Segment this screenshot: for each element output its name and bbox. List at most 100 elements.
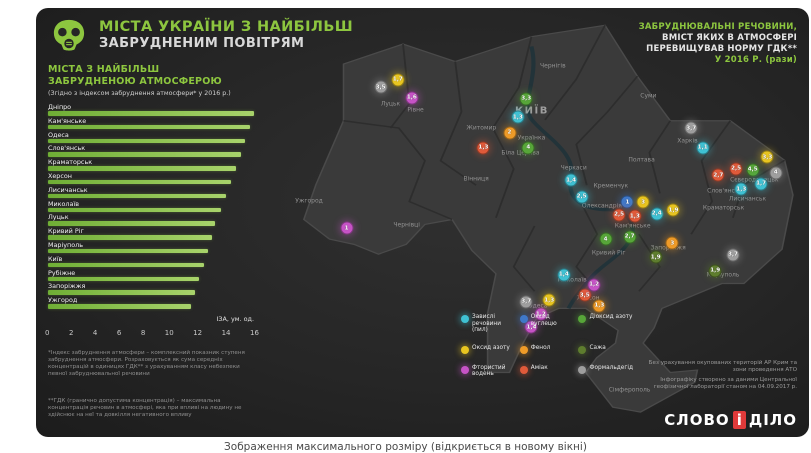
x-tick: 12 [193,329,203,337]
city-label: Слов'янськ [707,187,742,194]
bar-city-label: Кривий Ріг [48,227,84,236]
legend-label: Оксид азоту [472,344,510,351]
map-marker-dust: 2,4 [650,207,664,221]
bar-city-label: Херсон [48,171,72,180]
legend-label: Оксид вуглецю [530,314,557,327]
city-label: Суми [640,92,657,100]
bar-city-label: Дніпро [48,103,72,111]
bar-row: Лисичанськ [48,185,254,199]
legend-color-dot [578,315,587,323]
x-tick: 8 [140,329,146,337]
x-tick: 6 [116,329,122,337]
legend-color-dot [578,365,587,374]
bar [48,276,199,282]
city-label: Чернігів [540,62,566,70]
city-label: КИЇВ [514,105,549,117]
map-marker-no: 3,3 [760,150,774,164]
map-marker-fa: 3,7 [519,295,533,309]
city-label: Кам'янське [614,222,651,230]
legend-item-nh3: Аміак [519,365,572,378]
bar-city-label: Київ [48,254,63,263]
legend-item-phenol: Фенол [519,344,572,354]
footnote-gdk: **ГДК (гранично допустима концентрація) … [48,398,242,418]
bar-city-label: Одеса [48,130,69,139]
bar-row: Запоріжжя [48,283,254,295]
city-label: Одеса [527,302,548,310]
legend-color-dot [519,345,528,354]
map-marker-no: 1,3 [542,293,556,307]
city-label: Рівне [407,106,424,114]
city-label: Ужгород [295,197,323,205]
city-label: Олександрія [581,202,622,210]
x-tick: 16 [249,329,259,337]
map-marker-hf: 1,2 [587,278,601,292]
map-marker-no2: 2,7 [623,230,637,244]
city-label: Лисичанськ [728,195,767,203]
city-label: Луцьк [380,100,401,108]
legend-label: Фенол [530,344,551,351]
map-marker-nh3: 1,3 [476,141,490,155]
bar-row: Одеса [48,130,254,144]
pollutants-header-line1: ЗАБРУДНЮВАЛЬНІ РЕЧОВИНИ, [638,22,797,32]
source-credit: Інфографіку створено за даними Центральн… [653,377,797,390]
bar [48,248,208,254]
ukraine-map: Луцьк Рівне Житомир КИЇВ Чернігів Суми Біла Це… [284,22,806,430]
bar-city-label: Кам'янське [48,116,87,125]
map-marker-soot: 1,9 [708,264,722,278]
legend-label: Завислі речовини (пил) [472,314,501,333]
bar-city-label: Миколаїв [48,199,79,208]
bar-chart-title: МІСТА З НАЙБІЛЬШ ЗАБРУДНЕНОЮ АТМОСФЕРОЮ [48,64,222,87]
city-label: Житомир [466,124,497,132]
logo-word-slovo: СЛОВО [664,411,730,429]
city-label: Біла Церква [501,149,540,157]
x-axis-ticks: 0 2 4 6 8 10 12 14 16 [45,329,259,337]
city-label: Харків [677,137,698,145]
bar-row: Херсон [48,171,254,185]
bar [48,304,191,309]
map-marker-hf: 1 [340,221,354,235]
legend-color-dot [461,315,469,323]
city-label: Кривий Ріг [591,249,626,257]
pollutants-legend: Завислі речовини (пил) Оксид вуглецю Діокс… [461,314,633,378]
main-title: МІСТА УКРАЇНИ З НАЙБІЛЬШ ЗАБРУДНЕНИМ ПОВ… [99,19,353,51]
x-tick: 4 [92,329,98,337]
legend-item-soot: Сажа [578,345,633,354]
header: МІСТА УКРАЇНИ З НАЙБІЛЬШ ЗАБРУДНЕНИМ ПОВ… [48,18,353,52]
map-marker-fa: 4 [769,166,783,180]
bar-city-label: Луцьк [48,213,69,222]
pollutants-header-line3: ПЕРЕВИЩУВАВ НОРМУ ГДК** [646,44,797,54]
x-tick: 14 [221,329,231,337]
ukraine-map-silhouette [302,24,794,413]
bar-row: Кам'янське [48,116,254,130]
bar [48,179,231,185]
map-marker-nh3: 2,7 [711,168,725,182]
map-marker-nh3: 1,3 [628,209,642,223]
legend-color-dot [519,365,528,374]
bar [48,124,251,130]
bar [48,207,221,213]
bar [48,221,216,226]
city-label: Вінниця [463,175,489,183]
city-label: Чернівці [393,221,420,229]
map-marker-no: 3 [636,195,650,209]
bar-city-label: Лисичанськ [48,185,88,194]
city-label: Кременчук [593,182,629,190]
bar-chart-title-line1: МІСТА З НАЙБІЛЬШ [48,64,160,75]
map-marker-no: 1,9 [666,203,680,217]
bar [48,290,195,295]
bar-chart-subtitle: (Згідно з індексом забруднення атмосфери… [48,90,231,97]
image-caption-link[interactable]: Зображення максимального розміру (відкри… [224,441,587,453]
bar-chart: Дніпро Кам'янське Одеса Слов'янськ Краматорс… [48,104,254,311]
map-marker-dust: 1,3 [511,110,525,124]
map-marker-fa: 3,7 [684,121,698,135]
bar [48,111,254,116]
map-marker-nh3: 2,5 [612,208,626,222]
city-label: Полтава [628,156,655,164]
city-label: Краматорськ [702,204,745,212]
bar-city-label: Рубіжне [48,268,76,277]
bar-chart-title-line2: ЗАБРУДНЕНОЮ АТМОСФЕРОЮ [48,75,222,87]
legend-label: Фтористий водень [472,364,506,378]
map-marker-nh3: 2,5 [729,162,743,176]
legend-color-dot [519,315,528,323]
bar-row: Кривий Ріг [48,228,254,240]
